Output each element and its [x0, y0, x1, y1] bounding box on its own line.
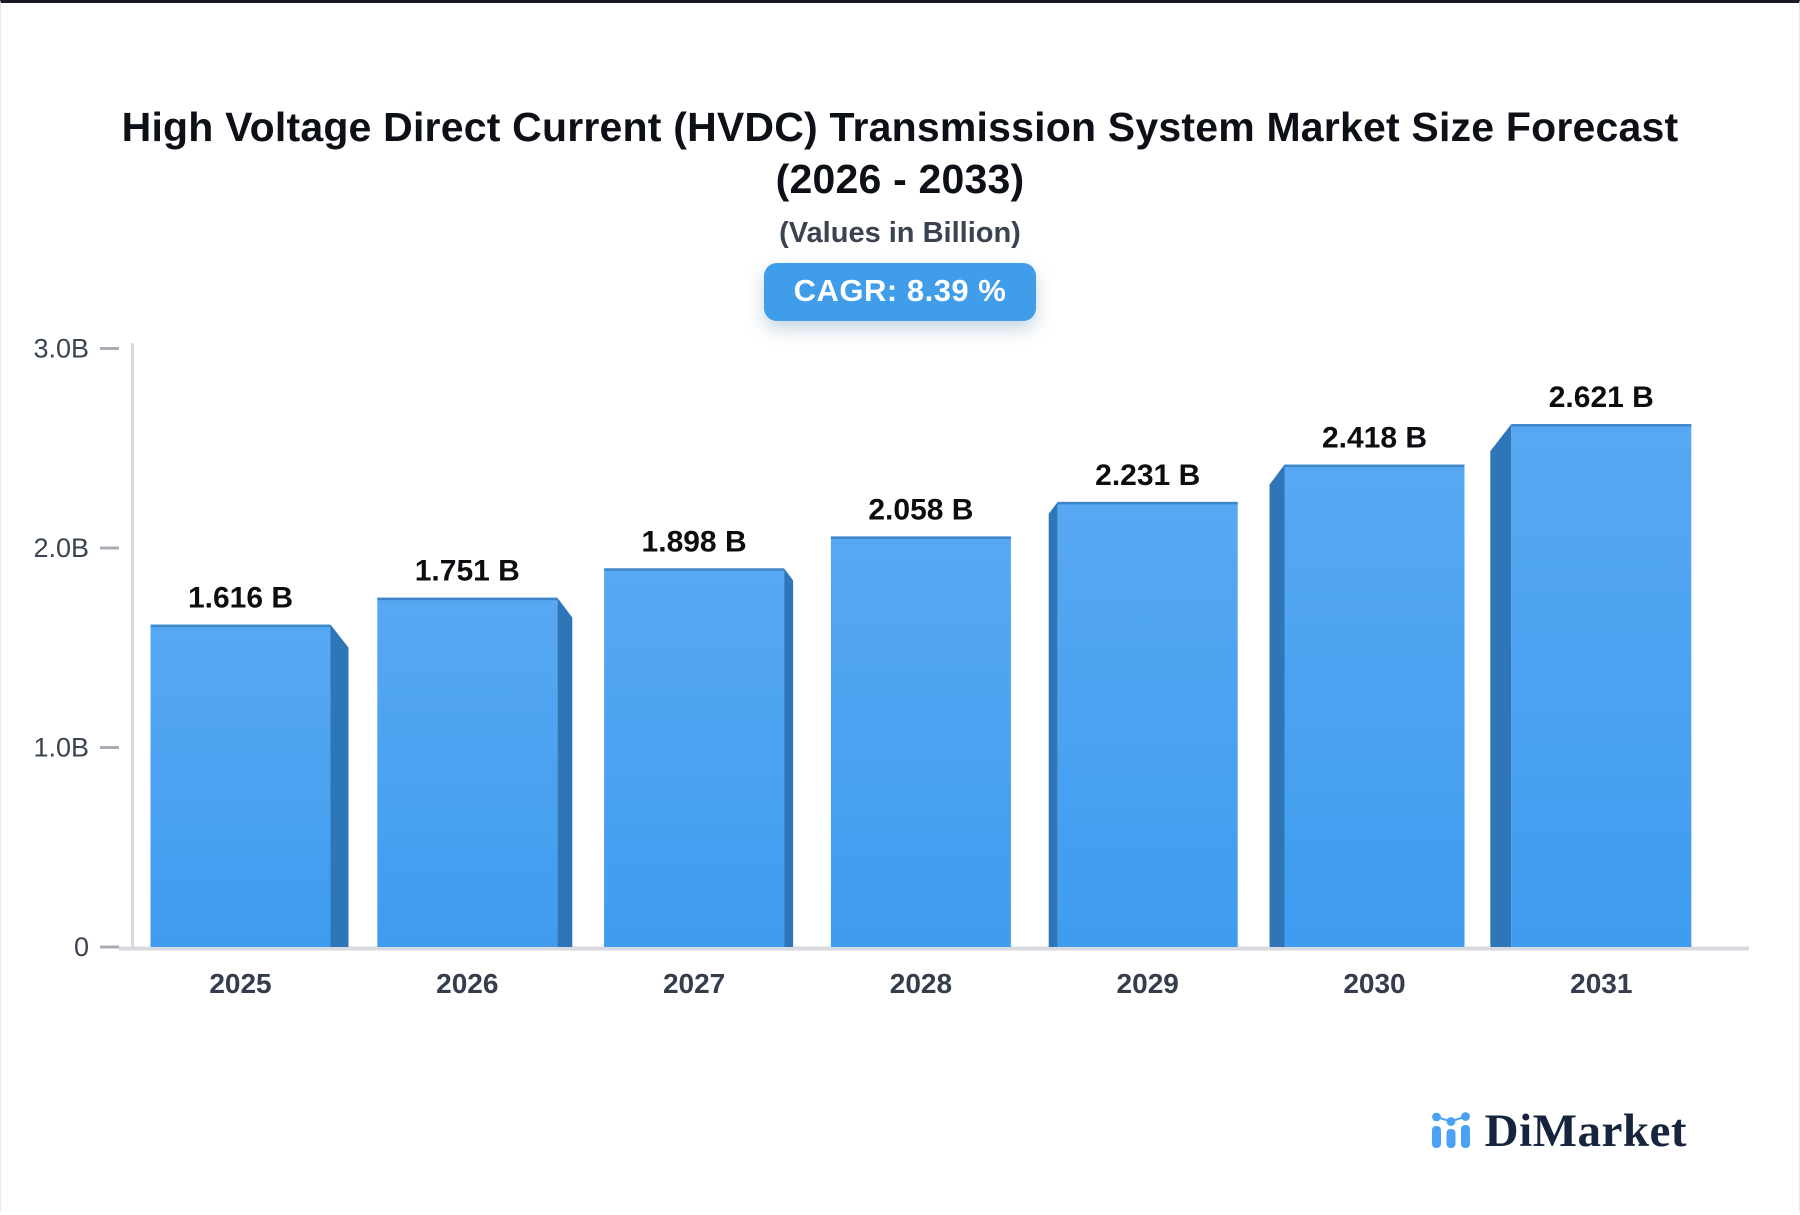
x-axis-line: [119, 946, 1749, 951]
bar-side-2025: [330, 624, 349, 947]
chart-subtitle: (Values in Billion): [779, 217, 1021, 250]
bar-chart-trend-icon: [1431, 1112, 1470, 1148]
x-axis-label: 2029: [1117, 968, 1179, 999]
bar-2031: [1511, 424, 1692, 948]
cagr-badge: CAGR: 8.39 %: [763, 263, 1037, 322]
x-axis-label: 2027: [663, 968, 725, 999]
y-tick-label: 2.0B: [33, 533, 89, 563]
bar-2028: [830, 536, 1011, 947]
brand-logo: DiMarket: [1430, 1104, 1687, 1158]
bar-chart: 0 1.0B 2.0B 3.0B 1.616 B 2025 1.751 B 2026 1.898…: [33, 334, 1749, 999]
bar-top-edge: [150, 624, 331, 628]
bar-side-2029: [1048, 501, 1058, 947]
chart-title-line1: High Voltage Direct Current (HVDC) Trans…: [121, 104, 1679, 150]
bar-value-label: 2.621 B: [1549, 381, 1654, 414]
bar-top-edge: [1284, 464, 1465, 468]
bar-top-edge: [377, 597, 558, 601]
bar-side-2030: [1269, 464, 1285, 947]
bar-top-edge: [604, 568, 785, 571]
bar-top-edge: [1057, 501, 1238, 505]
bar-2026: [377, 597, 558, 947]
bar-side-2031: [1490, 424, 1512, 948]
bar-value-label: 1.751 B: [415, 555, 520, 588]
bar-value-label: 1.616 B: [188, 582, 293, 615]
x-axis-label: 2030: [1343, 968, 1405, 999]
x-axis-label: 2028: [890, 968, 952, 999]
y-tick-label: 0: [74, 932, 89, 962]
bar-2025: [150, 624, 331, 947]
bar-2029: [1057, 501, 1238, 947]
bar-value-label: 2.418 B: [1322, 422, 1427, 455]
chart-header: High Voltage Direct Current (HVDC) Trans…: [1, 101, 1799, 322]
bar-value-label: 1.898 B: [642, 525, 747, 558]
chart-title-line2: (2026 - 2033): [775, 156, 1025, 203]
x-axis-label: 2031: [1570, 968, 1632, 999]
bar-side-2027: [784, 568, 794, 947]
y-tick: [100, 546, 119, 550]
x-axis-label: 2025: [209, 968, 271, 999]
y-tick: [100, 945, 119, 949]
bar-side-2026: [557, 597, 573, 947]
y-axis-line: [131, 343, 134, 950]
x-axis-label: 2026: [436, 968, 498, 999]
bar-value-label: 2.231 B: [1095, 459, 1200, 492]
y-tick: [100, 347, 119, 350]
bar-top-edge: [1511, 424, 1692, 427]
y-tick-label: 3.0B: [33, 334, 89, 364]
bar-value-label: 2.058 B: [868, 493, 973, 526]
y-tick-label: 1.0B: [33, 733, 89, 763]
brand-name: DiMarket: [1484, 1105, 1687, 1157]
bar-2030: [1284, 464, 1465, 947]
bar-2027: [604, 568, 785, 947]
bar-top-edge: [830, 536, 1011, 539]
y-tick: [100, 746, 119, 749]
